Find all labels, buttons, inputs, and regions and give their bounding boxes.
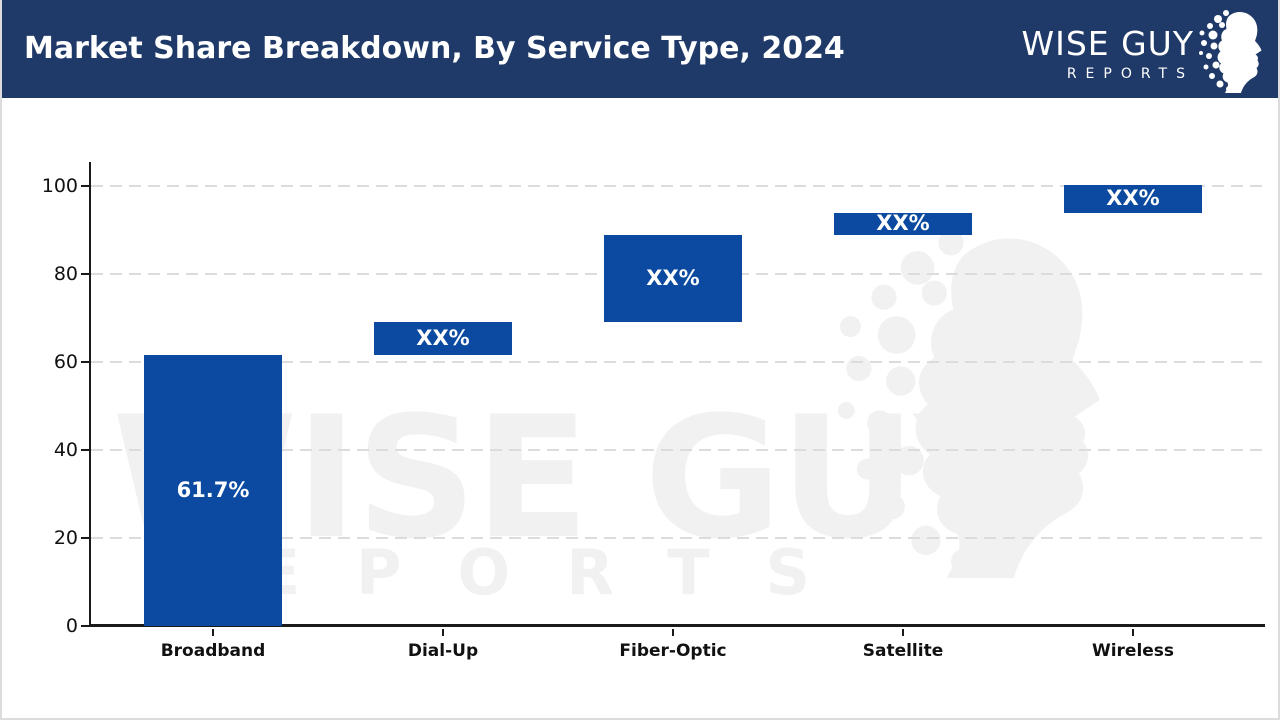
y-tick-label: 20: [53, 527, 78, 549]
x-axis-label: Fiber-Optic: [619, 641, 727, 661]
logo-subtitle: REPORTS: [1066, 66, 1194, 82]
wise-guy-reports-logo: WISE GUY REPORTS: [1020, 4, 1270, 96]
bar-value-label: 61.7%: [176, 477, 250, 502]
y-tick-label: 60: [53, 351, 78, 373]
bar-value-label: XX%: [416, 325, 470, 350]
y-tick-label: 40: [53, 439, 78, 461]
bar-value-label: XX%: [1106, 186, 1160, 211]
gridline: [91, 185, 1264, 187]
x-tick-mark: [442, 629, 444, 636]
x-axis-line: [89, 624, 1265, 627]
y-axis-line: [89, 162, 91, 627]
bar: XX%: [1064, 185, 1202, 213]
logo-head-icon: [1196, 8, 1266, 94]
bar: XX%: [834, 211, 972, 236]
bar-value-label: XX%: [646, 265, 700, 290]
x-axis-label: Broadband: [160, 641, 266, 661]
page-title: Market Share Breakdown, By Service Type,…: [24, 31, 845, 66]
bar: XX%: [604, 234, 742, 322]
logo-wordmark: WISE GUY: [1021, 24, 1194, 63]
x-tick-mark: [902, 629, 904, 636]
gridline: [91, 449, 1264, 451]
gridline: [91, 361, 1264, 363]
gridline: [91, 537, 1264, 539]
y-tick-mark: [81, 537, 89, 539]
header-bar: Market Share Breakdown, By Service Type,…: [2, 0, 1278, 98]
bar: 61.7%: [144, 354, 282, 626]
x-axis-label: Satellite: [862, 641, 944, 661]
x-tick-mark: [1132, 629, 1134, 636]
x-tick-mark: [672, 629, 674, 636]
y-tick-label: 80: [53, 263, 78, 285]
y-tick-mark: [81, 361, 89, 363]
watermark-head-icon: [824, 226, 1120, 578]
y-tick-label: 0: [65, 615, 78, 637]
logo-text: WISE GUY REPORTS: [1021, 24, 1194, 82]
y-tick-mark: [81, 273, 89, 275]
x-axis-label: Wireless: [1091, 641, 1175, 661]
bar-value-label: XX%: [876, 211, 930, 236]
x-axis-label: Dial-Up: [407, 641, 479, 661]
y-tick-mark: [81, 449, 89, 451]
bar: XX%: [374, 321, 512, 355]
y-tick-mark: [81, 185, 89, 187]
y-tick-mark: [81, 625, 89, 627]
x-tick-mark: [212, 629, 214, 636]
y-tick-label: 100: [41, 175, 78, 197]
